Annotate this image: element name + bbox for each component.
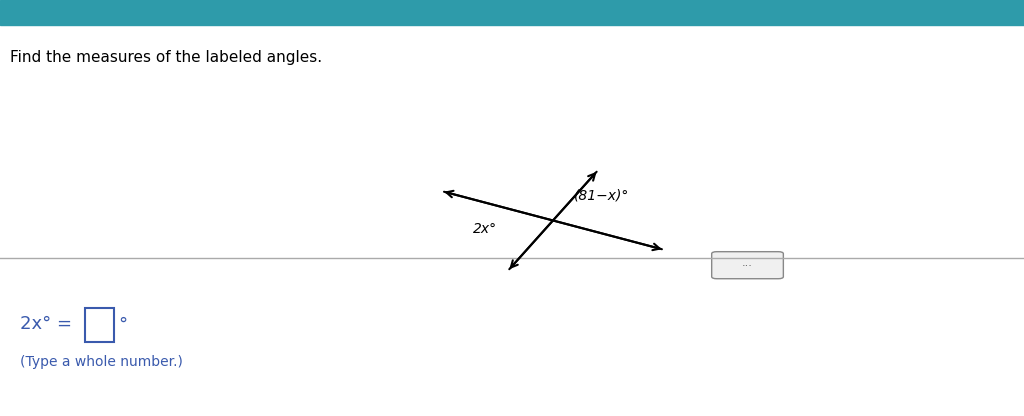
FancyBboxPatch shape: [85, 308, 114, 342]
Bar: [0, 0, 1024, 25]
Text: 2x°: 2x°: [472, 222, 497, 236]
FancyBboxPatch shape: [712, 252, 783, 279]
Text: °: °: [118, 315, 127, 334]
Text: ...: ...: [742, 258, 753, 268]
Text: (Type a whole number.): (Type a whole number.): [20, 355, 183, 369]
Text: Find the measures of the labeled angles.: Find the measures of the labeled angles.: [10, 50, 323, 65]
Text: 2x° =: 2x° =: [20, 315, 73, 334]
Text: (81−x)°: (81−x)°: [573, 188, 629, 203]
